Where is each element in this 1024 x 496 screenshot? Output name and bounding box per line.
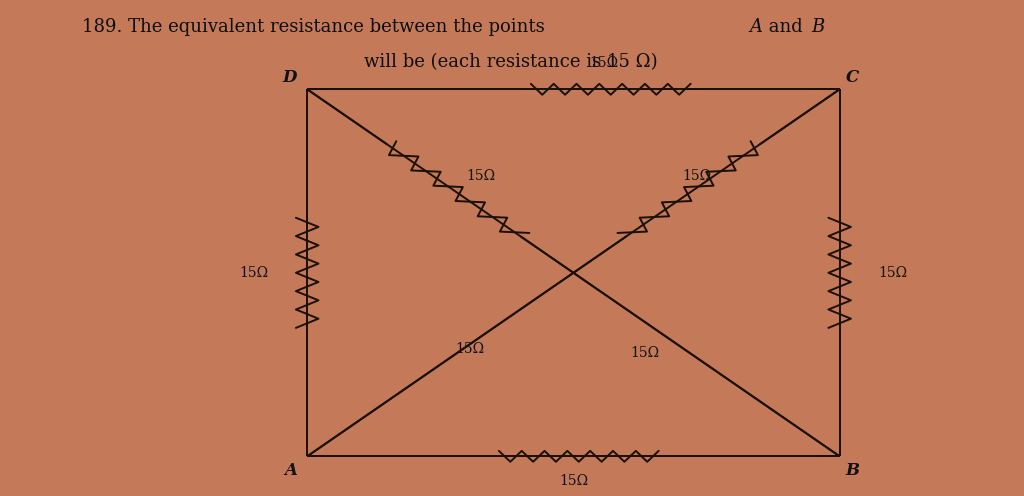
Text: B: B: [811, 18, 824, 36]
Text: 15Ω: 15Ω: [240, 266, 268, 280]
Text: 15Ω: 15Ω: [456, 342, 484, 356]
Text: 15Ω: 15Ω: [879, 266, 907, 280]
Text: and: and: [763, 18, 808, 36]
Text: A: A: [284, 462, 297, 479]
Text: will be (each resistance is 15 Ω): will be (each resistance is 15 Ω): [364, 53, 657, 71]
Text: 15Ω: 15Ω: [466, 169, 495, 183]
Text: 189. The equivalent resistance between the points: 189. The equivalent resistance between t…: [82, 18, 551, 36]
Text: 15Ω: 15Ω: [630, 346, 659, 360]
Text: 15Ω: 15Ω: [682, 169, 712, 183]
Text: A: A: [750, 18, 763, 36]
Text: D: D: [283, 69, 297, 86]
Text: 15Ω: 15Ω: [559, 474, 588, 488]
Text: B: B: [846, 462, 860, 479]
Text: 15Ω: 15Ω: [590, 57, 618, 70]
Text: C: C: [846, 69, 859, 86]
